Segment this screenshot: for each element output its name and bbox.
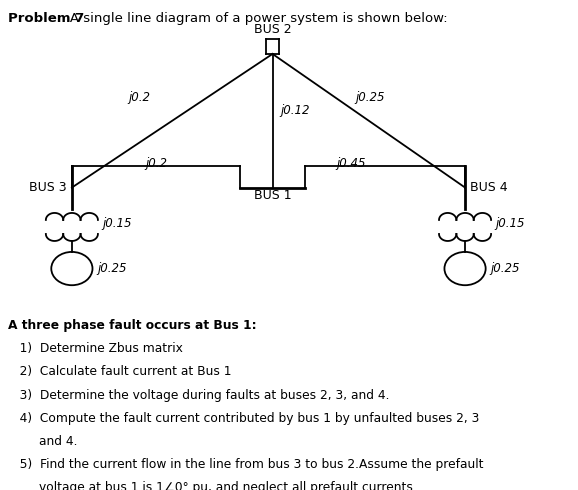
Text: voltage at bus 1 is 1∠0° pu, and neglect all prefault currents.: voltage at bus 1 is 1∠0° pu, and neglect… <box>8 482 417 490</box>
Text: BUS 1: BUS 1 <box>254 189 291 202</box>
Text: :  A single line diagram of a power system is shown below:: : A single line diagram of a power syste… <box>57 12 448 25</box>
Text: j0.2: j0.2 <box>129 91 151 104</box>
Text: j0.15: j0.15 <box>495 217 525 230</box>
Text: 2)  Calculate fault current at Bus 1: 2) Calculate fault current at Bus 1 <box>8 366 231 378</box>
Text: 3)  Determine the voltage during faults at buses 2, 3, and 4.: 3) Determine the voltage during faults a… <box>8 389 390 402</box>
Text: j0.25: j0.25 <box>490 262 520 275</box>
Text: 5)  Find the current flow in the line from bus 3 to bus 2.Assume the prefault: 5) Find the current flow in the line fro… <box>8 458 483 471</box>
Text: BUS 3: BUS 3 <box>29 181 66 194</box>
Text: and 4.: and 4. <box>8 435 77 448</box>
Text: BUS 2: BUS 2 <box>254 24 291 36</box>
Text: A three phase fault occurs at Bus 1:: A three phase fault occurs at Bus 1: <box>8 319 257 332</box>
Text: j0.25: j0.25 <box>97 262 127 275</box>
Text: j0.2: j0.2 <box>145 157 167 170</box>
Text: j0.15: j0.15 <box>102 217 132 230</box>
Text: BUS 4: BUS 4 <box>470 181 508 194</box>
Text: 1)  Determine Zbus matrix: 1) Determine Zbus matrix <box>8 342 183 355</box>
Text: j0.25: j0.25 <box>355 91 385 104</box>
Text: Problem 7: Problem 7 <box>8 12 84 25</box>
Text: 4)  Compute the fault current contributed by bus 1 by unfaulted buses 2, 3: 4) Compute the fault current contributed… <box>8 412 479 425</box>
Text: j0.12: j0.12 <box>281 104 310 118</box>
Text: j0.45: j0.45 <box>336 157 366 170</box>
